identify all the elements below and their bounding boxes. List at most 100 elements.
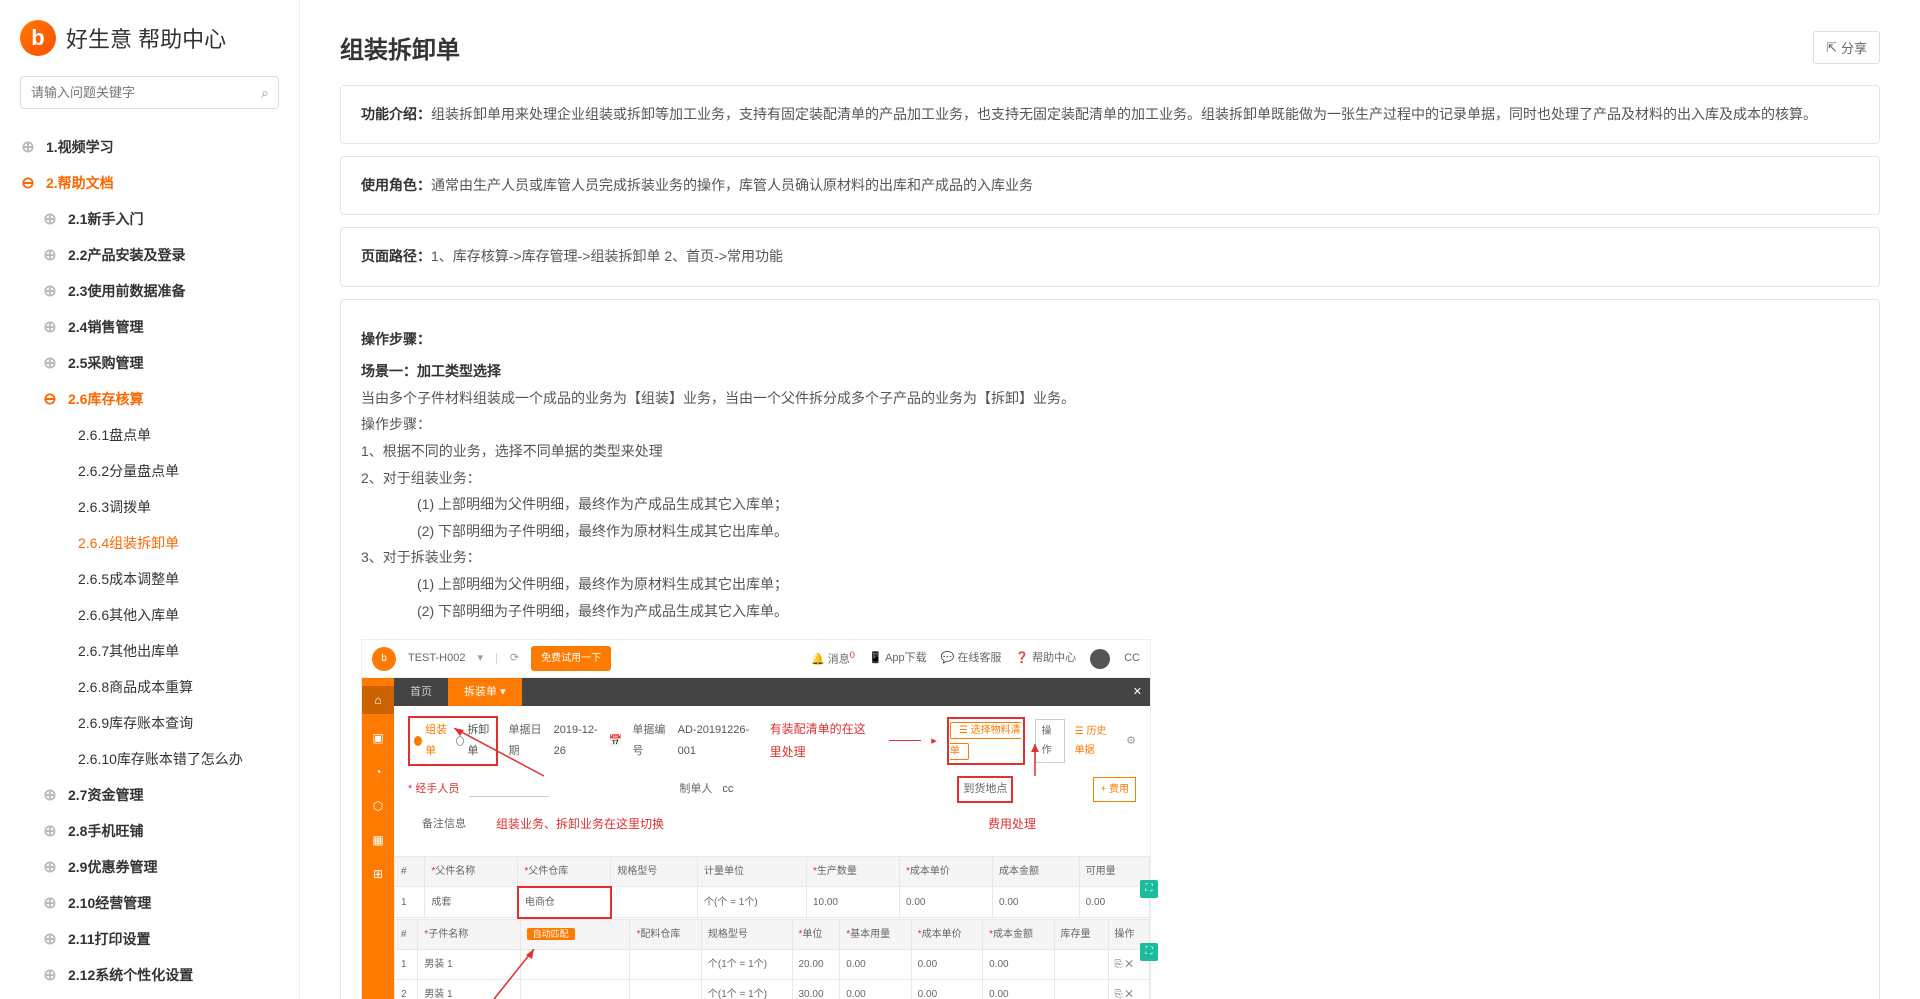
- sc-bom-button[interactable]: ☰ 选择物料清单: [950, 722, 1021, 760]
- sc-topbar: b TEST-H002 ▾ | ⟳ 免费试用一下 🔔 消息0 📱 App下载 💬…: [362, 640, 1150, 678]
- minus-icon: ⊖: [20, 175, 36, 191]
- nav-item-2-8[interactable]: ⊕2.8手机旺铺: [20, 813, 279, 849]
- paragraph: (2) 下部明细为子件明细，最终作为产成品生成其它入库单。: [361, 598, 1859, 625]
- nav-item-video[interactable]: ⊕1.视频学习: [20, 129, 279, 165]
- search-input[interactable]: [20, 76, 279, 109]
- sc-help-link[interactable]: ❓ 帮助中心: [1015, 648, 1076, 669]
- nav-item-2-6-4[interactable]: 2.6.4组装拆卸单: [20, 525, 279, 561]
- sc-date-value[interactable]: 2019-12-26: [554, 720, 599, 762]
- nav-label: 2.6.2分量盘点单: [78, 461, 179, 481]
- nav-item-2-9[interactable]: ⊕2.9优惠券管理: [20, 849, 279, 885]
- nav-item-2-12[interactable]: ⊕2.12系统个性化设置: [20, 957, 279, 993]
- plus-icon: ⊕: [42, 211, 58, 227]
- nav-item-2-5[interactable]: ⊕2.5采购管理: [20, 345, 279, 381]
- paragraph: 2、对于组装业务：: [361, 465, 1859, 492]
- nav-label: 2.6.4组装拆卸单: [78, 533, 179, 553]
- nav-label: 2.12系统个性化设置: [68, 965, 193, 985]
- gear-icon[interactable]: ⚙: [1126, 731, 1136, 752]
- paragraph: (1) 上部明细为父件明细，最终作为产成品生成其它入库单；: [361, 491, 1859, 518]
- nav-label: 2.6.1盘点单: [78, 425, 151, 445]
- calendar-icon[interactable]: 📅: [609, 731, 623, 752]
- copy-icon[interactable]: ⎘: [1115, 959, 1123, 970]
- nav-item-2-6-8[interactable]: 2.6.8商品成本重算: [20, 669, 279, 705]
- sc-date-label: 单据日期: [508, 720, 543, 762]
- sc-leftnav: ⌂ ▣ ◔ ⬡ ▦ ⊞: [362, 678, 394, 999]
- refresh-icon[interactable]: ⟳: [510, 648, 519, 669]
- th: 配料仓库: [630, 919, 701, 949]
- nav-item-2-6-5[interactable]: 2.6.5成本调整单: [20, 561, 279, 597]
- share-button[interactable]: ⇱ 分享: [1813, 31, 1880, 64]
- sc-tab-active[interactable]: 拆装单 ▾: [448, 678, 522, 706]
- plus-icon: ⊕: [42, 283, 58, 299]
- plus-icon: ⊕: [42, 247, 58, 263]
- sc-app-link[interactable]: 📱 App下载: [869, 648, 927, 669]
- nav-item-2-10[interactable]: ⊕2.10经营管理: [20, 885, 279, 921]
- th: 成本金额: [983, 919, 1054, 949]
- nav-item-2-7[interactable]: ⊕2.7资金管理: [20, 777, 279, 813]
- plus-icon: ⊕: [20, 139, 36, 155]
- nav-item-2-11[interactable]: ⊕2.11打印设置: [20, 921, 279, 957]
- sc-history-link[interactable]: ☰ 历史单据: [1075, 722, 1116, 760]
- table-row[interactable]: 2男装 1 个(1个 = 1个)30.00 0.000.00 0.00 ⎘ ✕: [395, 979, 1150, 999]
- sc-nav-home-icon[interactable]: ⌂: [362, 686, 394, 714]
- sc-nav-icon[interactable]: ⊞: [368, 864, 388, 884]
- th: 可用量: [1079, 856, 1149, 887]
- nav-item-2-3[interactable]: ⊕2.3使用前数据准备: [20, 273, 279, 309]
- logo-text: 好生意 帮助中心: [66, 22, 226, 54]
- sc-nav-icon[interactable]: ▣: [368, 728, 388, 748]
- sc-trial-button[interactable]: 免费试用一下: [531, 646, 611, 671]
- sc-type-radio-group[interactable]: 组装单 拆卸单: [408, 716, 498, 766]
- role-label: 使用角色：: [361, 177, 431, 193]
- path-text: 1、库存核算->库存管理->组装拆卸单 2、首页->常用功能: [431, 248, 783, 264]
- nav-item-2-6-10[interactable]: 2.6.10库存账本错了怎么办: [20, 741, 279, 777]
- sc-handler-label: * 经手人员: [408, 779, 459, 800]
- delete-icon[interactable]: ✕: [1125, 989, 1133, 999]
- nav-item-2-13[interactable]: ⊕2.13在线支付: [20, 993, 279, 999]
- sc-service-link[interactable]: 💬 在线客服: [941, 648, 1002, 669]
- expand-icon[interactable]: ⛶: [1140, 880, 1158, 898]
- nav-item-2-6-6[interactable]: 2.6.6其他入库单: [20, 597, 279, 633]
- search-icon[interactable]: ⌕: [261, 84, 269, 101]
- paragraph: 3、对于拆装业务：: [361, 544, 1859, 571]
- expand-icon[interactable]: ⛶: [1140, 943, 1158, 961]
- nav-item-docs[interactable]: ⊖2.帮助文档: [20, 165, 279, 201]
- sc-nav-icon[interactable]: ◔: [368, 762, 388, 782]
- nav-item-2-6-7[interactable]: 2.6.7其他出库单: [20, 633, 279, 669]
- nav-item-2-4[interactable]: ⊕2.4销售管理: [20, 309, 279, 345]
- sc-handler-input[interactable]: [469, 781, 549, 797]
- nav-label: 2.1新手入门: [68, 209, 143, 229]
- delete-icon[interactable]: ✕: [1125, 959, 1133, 970]
- nav-item-2-6-3[interactable]: 2.6.3调拨单: [20, 489, 279, 525]
- paragraph: 操作步骤：: [361, 411, 1859, 438]
- sc-tab-home[interactable]: 首页: [394, 678, 448, 706]
- search-box: ⌕: [20, 76, 279, 109]
- nav-item-2-6-2[interactable]: 2.6.2分量盘点单: [20, 453, 279, 489]
- close-icon[interactable]: ✕: [1133, 682, 1142, 703]
- th: 自动匹配: [520, 919, 630, 949]
- nav-item-2-6-1[interactable]: 2.6.1盘点单: [20, 417, 279, 453]
- paragraph: (2) 下部明细为子件明细，最终作为原材料生成其它出库单。: [361, 518, 1859, 545]
- sc-nav-icon[interactable]: ⬡: [368, 796, 388, 816]
- th: 计量单位: [698, 856, 807, 887]
- minus-icon: ⊖: [42, 391, 58, 407]
- table-row[interactable]: 1男装 1 个(1个 = 1个)20.00 0.000.00 0.00 ⎘ ✕: [395, 949, 1150, 979]
- nav-label: 2.6.3调拨单: [78, 497, 151, 517]
- sc-msg-link[interactable]: 🔔 消息0: [811, 647, 855, 671]
- logo-icon: b: [20, 20, 56, 56]
- nav-item-2-6-9[interactable]: 2.6.9库存账本查询: [20, 705, 279, 741]
- nav-item-2-6[interactable]: ⊖2.6库存核算: [20, 381, 279, 417]
- sc-nav-icon[interactable]: ▦: [368, 830, 388, 850]
- avatar-icon[interactable]: [1090, 649, 1110, 669]
- table-row[interactable]: 1 成套 电商仓 个(个 = 1个) 10.00 0.00 0.00 0.00: [395, 887, 1150, 918]
- paragraph: (1) 上部明细为父件明细，最终作为原材料生成其它出库单；: [361, 571, 1859, 598]
- copy-icon[interactable]: ⎘: [1115, 989, 1123, 999]
- nav-item-2-1[interactable]: ⊕ 2.1新手入门: [20, 201, 279, 237]
- nav-item-2-2[interactable]: ⊕2.2产品安装及登录: [20, 237, 279, 273]
- chevron-down-icon: ▾: [500, 682, 506, 703]
- sc-doc-value: AD-20191226-001: [678, 720, 750, 762]
- sc-form: 组装单 拆卸单 单据日期 2019-12-26 📅 单据编号 AD-201912…: [394, 706, 1150, 855]
- plus-icon: ⊕: [42, 931, 58, 947]
- th: 基本用量: [840, 919, 911, 949]
- sc-fee-button[interactable]: + 费用: [1093, 777, 1136, 802]
- sc-ops-button[interactable]: 操作: [1035, 719, 1065, 763]
